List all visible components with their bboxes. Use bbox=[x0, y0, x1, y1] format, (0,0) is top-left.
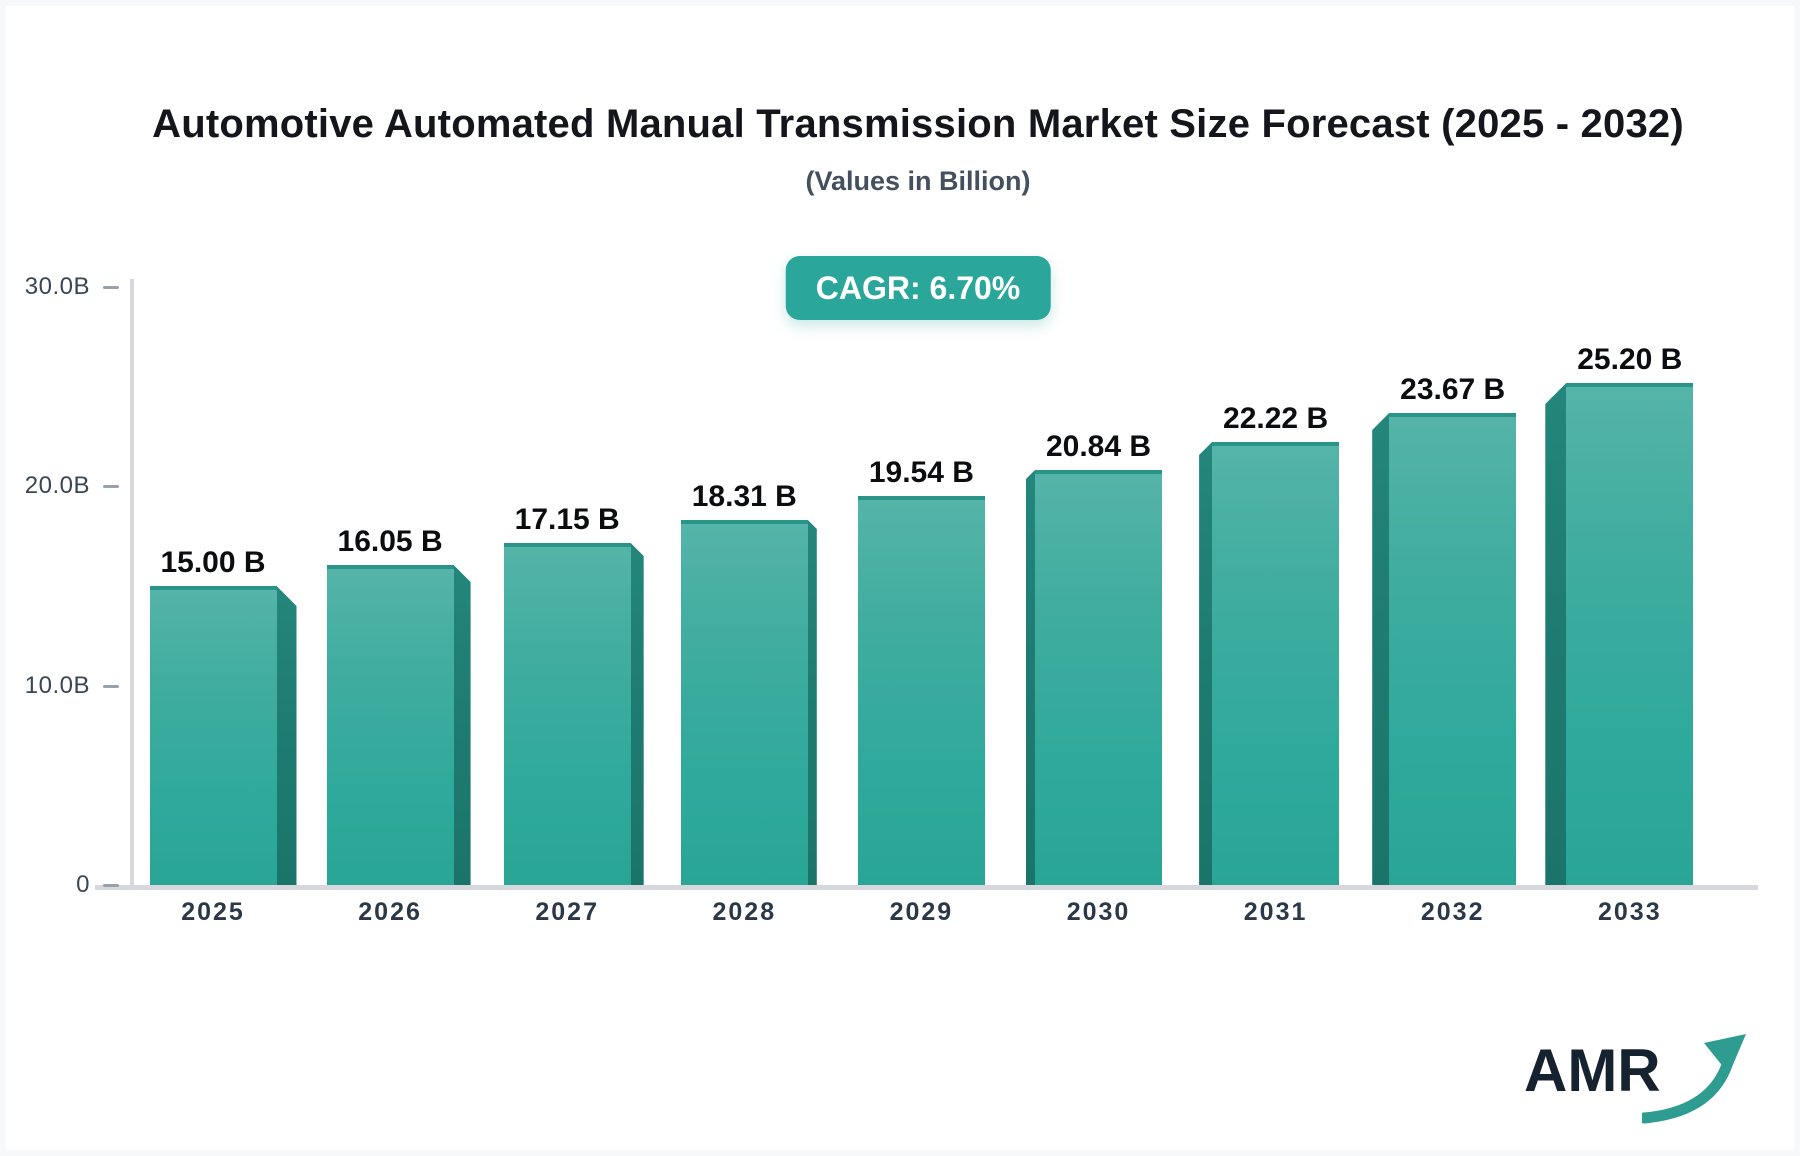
bar[interactable] bbox=[1212, 442, 1340, 885]
cagr-badge: CAGR: 6.70% bbox=[785, 256, 1051, 320]
bar-value-label: 18.31 B bbox=[691, 480, 797, 513]
bar[interactable] bbox=[680, 520, 808, 885]
bar-side-face bbox=[630, 543, 644, 885]
bar-side-face bbox=[453, 565, 471, 885]
x-axis-label: 2028 bbox=[712, 898, 777, 926]
bar[interactable] bbox=[1035, 470, 1162, 885]
bar[interactable] bbox=[857, 496, 985, 885]
y-axis-line bbox=[130, 279, 134, 890]
y-tick-mark bbox=[103, 684, 119, 688]
x-axis-label: 2027 bbox=[535, 898, 599, 926]
growth-arrow-icon bbox=[1642, 1034, 1746, 1124]
x-axis-label: 2031 bbox=[1243, 898, 1308, 926]
x-axis-label: 2026 bbox=[358, 898, 422, 926]
chart-title: Automotive Automated Manual Transmission… bbox=[152, 102, 1684, 146]
bar-side-face bbox=[276, 586, 297, 885]
bar-value-label: 19.54 B bbox=[868, 456, 974, 489]
bar-value-label: 23.67 B bbox=[1400, 373, 1506, 406]
x-axis-label: 2033 bbox=[1597, 898, 1662, 926]
bar-value-label: 15.00 B bbox=[160, 546, 266, 579]
bar-side-face bbox=[1372, 413, 1390, 885]
y-tick-label: 10.0B bbox=[24, 671, 90, 699]
bar-side-face bbox=[1026, 470, 1035, 885]
y-tick-mark bbox=[103, 884, 119, 887]
amr-logo-text: AMR bbox=[1524, 1037, 1661, 1104]
bar-value-label: 20.84 B bbox=[1045, 430, 1152, 463]
x-axis-label: 2029 bbox=[889, 898, 954, 926]
bar-side-face bbox=[807, 520, 817, 885]
y-tick-label: 20.0B bbox=[24, 472, 90, 500]
bar[interactable] bbox=[326, 565, 454, 885]
bar-value-label: 16.05 B bbox=[337, 525, 443, 558]
bar[interactable] bbox=[1389, 413, 1517, 885]
bar[interactable] bbox=[503, 543, 631, 885]
bar[interactable] bbox=[1566, 383, 1694, 885]
x-axis-line bbox=[95, 885, 1758, 890]
bar-side-face bbox=[1545, 383, 1567, 885]
x-axis-label: 2032 bbox=[1420, 898, 1485, 926]
x-axis-label: 2025 bbox=[181, 898, 245, 926]
amr-logo: AMR bbox=[1524, 1030, 1746, 1125]
y-tick-label: 30.0B bbox=[24, 273, 90, 300]
chart-subtitle: (Values in Billion) bbox=[805, 166, 1031, 196]
bar-value-label: 25.20 B bbox=[1577, 343, 1683, 376]
x-axis-label: 2030 bbox=[1066, 898, 1131, 926]
y-tick-mark bbox=[103, 286, 119, 289]
bar-side-face bbox=[1199, 442, 1213, 885]
y-tick-mark bbox=[103, 485, 119, 489]
bar-value-label: 17.15 B bbox=[514, 503, 620, 536]
bar[interactable] bbox=[149, 586, 277, 885]
y-tick-label: 0 bbox=[76, 871, 90, 898]
bar-value-label: 22.22 B bbox=[1223, 402, 1329, 435]
